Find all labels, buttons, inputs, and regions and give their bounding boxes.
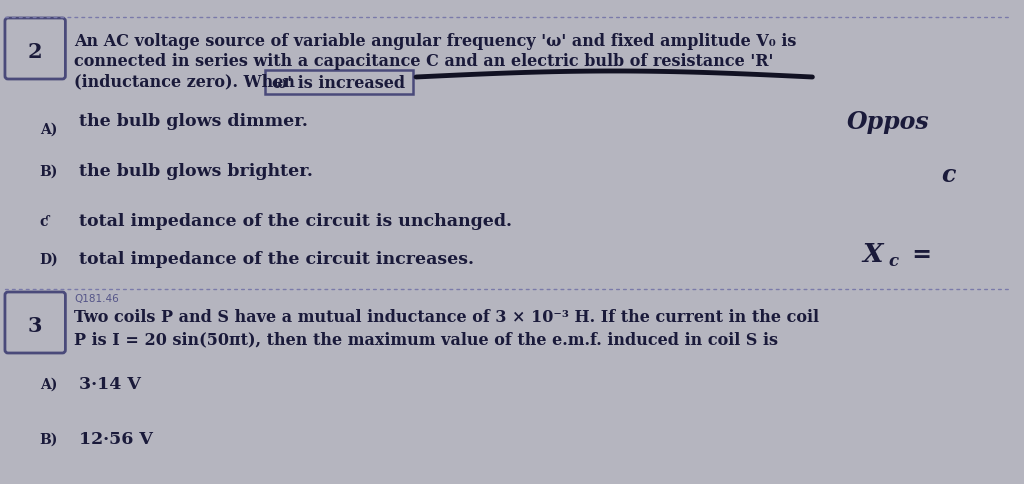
FancyBboxPatch shape <box>5 19 66 80</box>
Text: Oppos: Oppos <box>847 110 930 134</box>
Text: the bulb glows brighter.: the bulb glows brighter. <box>79 163 313 180</box>
Text: 3·14 V: 3·14 V <box>79 376 141 393</box>
Text: (inductance zero). When: (inductance zero). When <box>75 74 301 91</box>
Text: A): A) <box>40 377 57 391</box>
Text: An AC voltage source of variable angular frequency 'ω' and fixed amplitude V₀ is: An AC voltage source of variable angular… <box>75 33 797 50</box>
Text: 2: 2 <box>28 42 42 62</box>
Text: total impedance of the circuit is unchanged.: total impedance of the circuit is unchan… <box>79 213 512 230</box>
Text: total impedance of the circuit increases.: total impedance of the circuit increases… <box>79 251 474 268</box>
Text: A): A) <box>40 123 57 136</box>
Bar <box>264 71 413 95</box>
Text: c: c <box>889 253 899 270</box>
Text: Two coils P and S have a mutual inductance of 3 × 10⁻³ H. If the current in the : Two coils P and S have a mutual inductan… <box>75 309 819 326</box>
Text: P is I = 20 sin(50πt), then the maximum value of the e.m.f. induced in coil S is: P is I = 20 sin(50πt), then the maximum … <box>75 331 778 348</box>
Text: connected in series with a capacitance C and an electric bulb of resistance 'R': connected in series with a capacitance C… <box>75 53 774 70</box>
Text: 3: 3 <box>28 316 42 335</box>
Text: =: = <box>903 242 932 267</box>
Text: the bulb glows dimmer.: the bulb glows dimmer. <box>79 113 308 130</box>
Text: X: X <box>862 242 883 267</box>
Text: B): B) <box>40 165 58 179</box>
Text: Q181.46: Q181.46 <box>75 293 119 303</box>
Text: 12·56 V: 12·56 V <box>79 431 154 448</box>
Text: ω' is increased: ω' is increased <box>272 75 406 91</box>
FancyBboxPatch shape <box>5 292 66 353</box>
Text: D): D) <box>40 253 58 267</box>
Text: B): B) <box>40 432 58 446</box>
Text: ƈ: ƈ <box>40 214 48 228</box>
Text: c: c <box>941 163 955 187</box>
